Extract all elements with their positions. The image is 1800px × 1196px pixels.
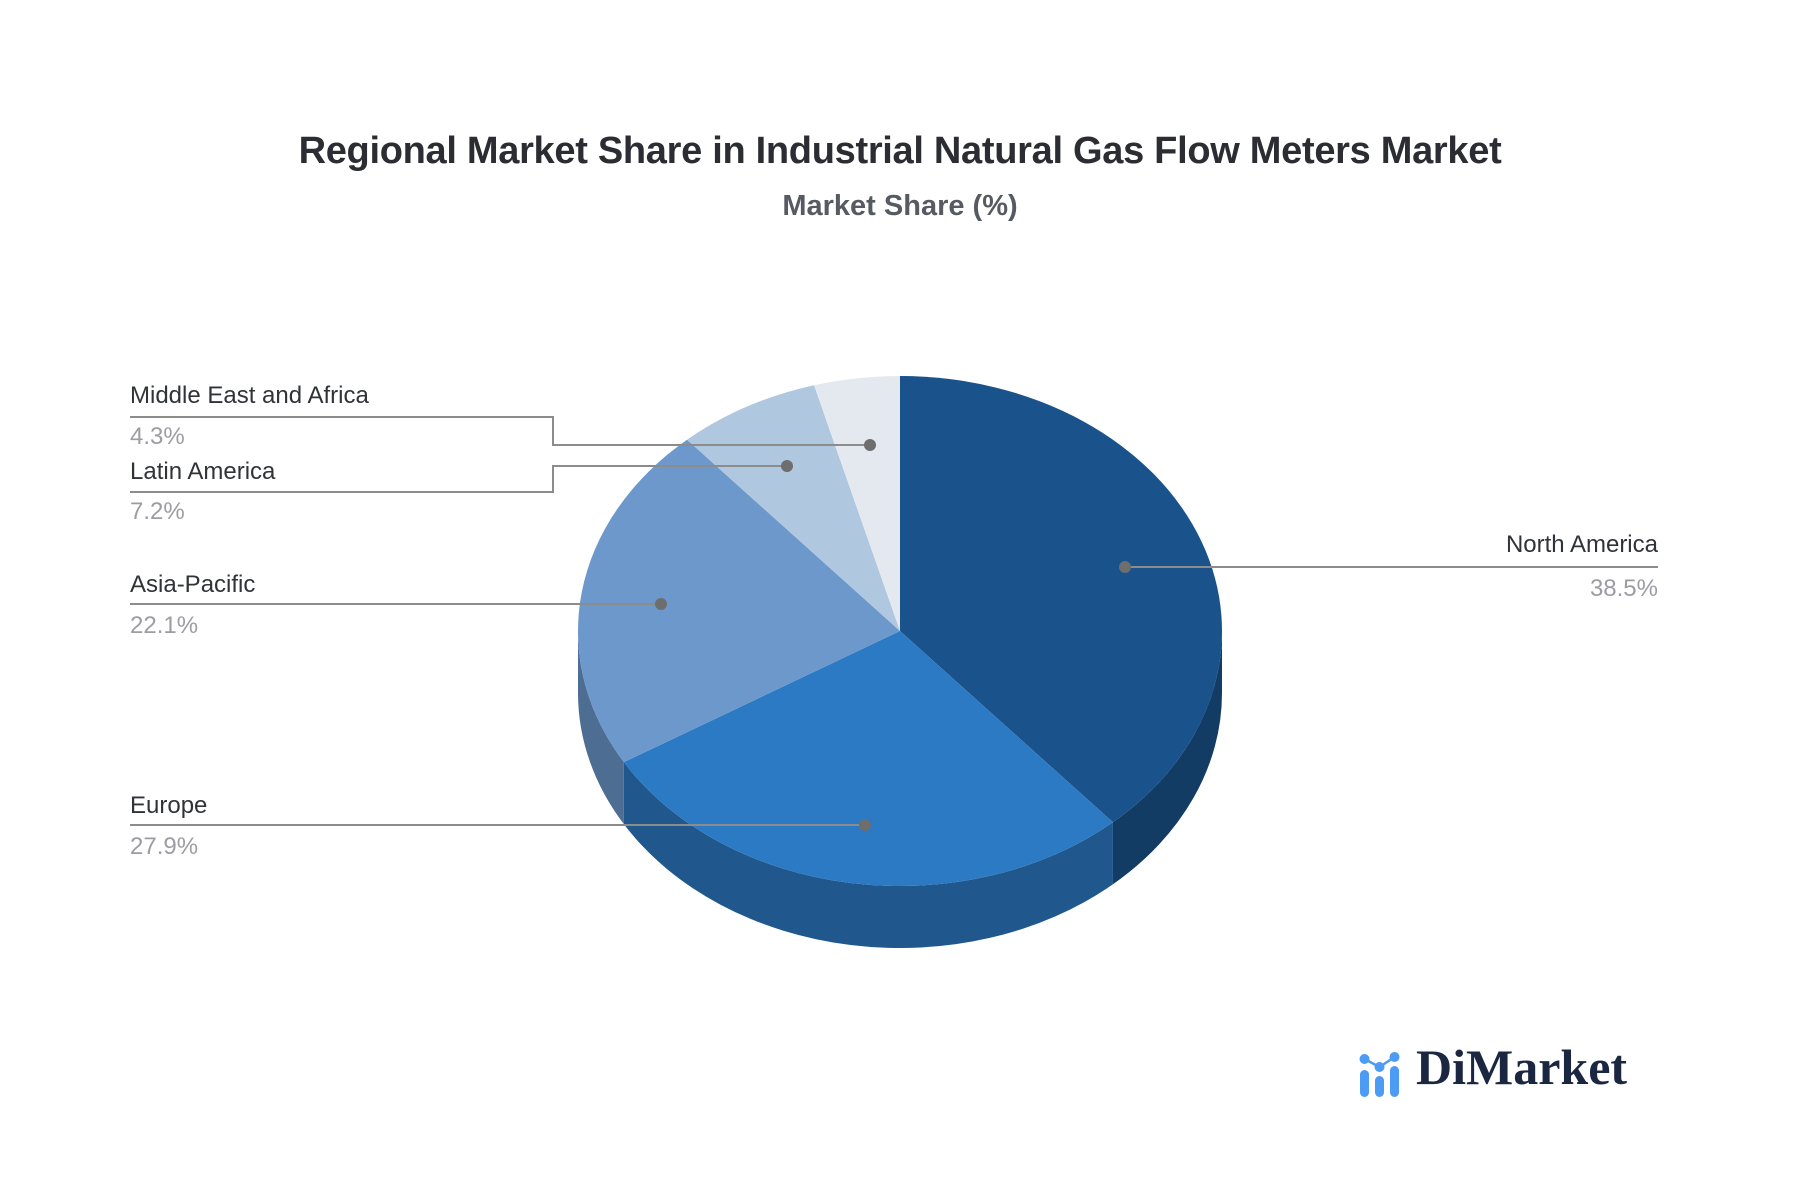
logo-text: DiMarket [1416, 1039, 1628, 1095]
logo-bar [1360, 1070, 1369, 1097]
logo-bar [1390, 1066, 1399, 1097]
logo-dot [1389, 1052, 1400, 1062]
chart-subtitle: Market Share (%) [782, 190, 1018, 222]
slice-pct-asia-pacific: 22.1% [130, 612, 199, 639]
slice-label-europe: Europe [130, 792, 208, 819]
connector-dot-asia-pacific [655, 598, 667, 610]
slice-label-latin-america: Latin America [130, 458, 276, 485]
pie-slice-latin-america[interactable] [687, 385, 900, 631]
connector-dot-europe [859, 819, 871, 831]
pie-slice-side-europe [623, 762, 1113, 949]
logo-dot [1359, 1054, 1370, 1064]
slice-pct-north-america: 38.5% [1589, 575, 1658, 602]
pie-slice-asia-pacific[interactable] [578, 439, 900, 763]
pie-slice-side-asia-pacific [578, 631, 624, 825]
pie-slice-side-north-america [1112, 631, 1222, 885]
pie-slice-north-america[interactable] [900, 376, 1222, 823]
logo-dot [1374, 1062, 1385, 1072]
bar-line-chart-icon [1359, 1052, 1400, 1097]
slice-pct-latin-america: 7.2% [130, 498, 185, 525]
slice-label-asia-pacific: Asia-Pacific [130, 571, 256, 598]
pie-slice-middle-east-and-africa[interactable] [814, 376, 900, 631]
connector-dot-middle-east-and-africa [864, 439, 876, 451]
pie-slice-europe[interactable] [623, 631, 1113, 886]
connector-dot-north-america [1119, 561, 1131, 573]
connector-latin-america [130, 465, 787, 493]
slice-pct-europe: 27.9% [130, 833, 199, 860]
slice-label-middle-east-and-africa: Middle East and Africa [130, 382, 369, 409]
connector-middle-east-and-africa [130, 416, 870, 446]
slice-pct-middle-east-and-africa: 4.3% [130, 423, 185, 450]
slice-label-north-america: North America [1505, 531, 1658, 558]
logo-bar [1375, 1076, 1384, 1097]
chart-title: Regional Market Share in Industrial Natu… [298, 130, 1502, 172]
connector-dot-latin-america [781, 460, 793, 472]
